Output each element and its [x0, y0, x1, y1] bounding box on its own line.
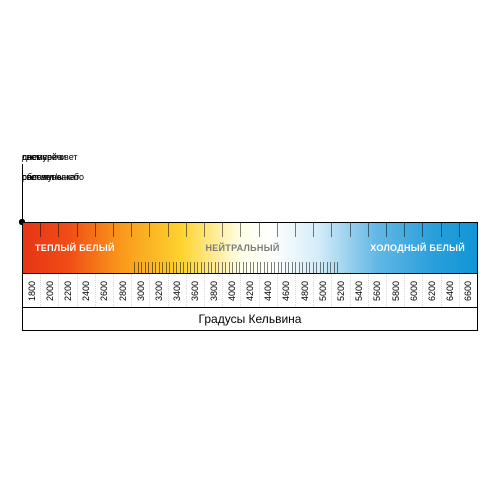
hash-marks-top — [23, 223, 477, 237]
kelvin-tick: 5600 — [368, 274, 386, 307]
kelvin-tick: 5000 — [313, 274, 331, 307]
kelvin-tick: 6400 — [441, 274, 459, 307]
color-spectrum-bar: ТЕПЛЫЙ БЕЛЫЙ НЕЙТРАЛЬНЫЙ ХОЛОДНЫЙ БЕЛЫЙ — [22, 222, 478, 274]
kelvin-tick: 2000 — [40, 274, 58, 307]
kelvin-tick: 2400 — [77, 274, 95, 307]
hash-marks-bottom — [132, 262, 341, 273]
kelvin-tick-scale: 1800200022002400260028003000320034003600… — [22, 274, 478, 308]
kelvin-tick: 6600 — [459, 274, 477, 307]
kelvin-tick: 5200 — [331, 274, 349, 307]
band-label: ХОЛОДНЫЙ БЕЛЫЙ — [370, 243, 465, 253]
kelvin-tick: 4000 — [222, 274, 240, 307]
band-label: НЕЙТРАЛЬНЫЙ — [205, 243, 279, 253]
callout-leader — [22, 164, 23, 222]
kelvin-tick: 5800 — [386, 274, 404, 307]
axis-title: Градусы Кельвина — [22, 308, 478, 331]
kelvin-tick: 4800 — [295, 274, 313, 307]
kelvin-tick: 3800 — [204, 274, 222, 307]
kelvin-tick: 6200 — [422, 274, 440, 307]
temperature-bands: ТЕПЛЫЙ БЕЛЫЙ НЕЙТРАЛЬНЫЙ ХОЛОДНЫЙ БЕЛЫЙ — [23, 243, 477, 253]
kelvin-tick: 3600 — [186, 274, 204, 307]
kelvin-tick: 5400 — [350, 274, 368, 307]
kelvin-tick: 6000 — [404, 274, 422, 307]
callout-region: свет свечирассвет/закатсвет луныдневной … — [22, 150, 478, 222]
callout-label: пасмурно — [22, 152, 62, 162]
kelvin-tick: 3000 — [131, 274, 149, 307]
kelvin-tick: 4400 — [259, 274, 277, 307]
kelvin-tick: 3400 — [168, 274, 186, 307]
callout-label: облачное небо — [22, 172, 84, 182]
kelvin-tick: 4600 — [277, 274, 295, 307]
kelvin-color-temp-chart: свет свечирассвет/закатсвет луныдневной … — [22, 150, 478, 331]
kelvin-tick: 1800 — [23, 274, 40, 307]
kelvin-tick: 2600 — [95, 274, 113, 307]
kelvin-tick: 3200 — [149, 274, 167, 307]
band-label: ТЕПЛЫЙ БЕЛЫЙ — [35, 243, 115, 253]
kelvin-tick: 2200 — [58, 274, 76, 307]
kelvin-tick: 4200 — [240, 274, 258, 307]
kelvin-tick: 2800 — [113, 274, 131, 307]
